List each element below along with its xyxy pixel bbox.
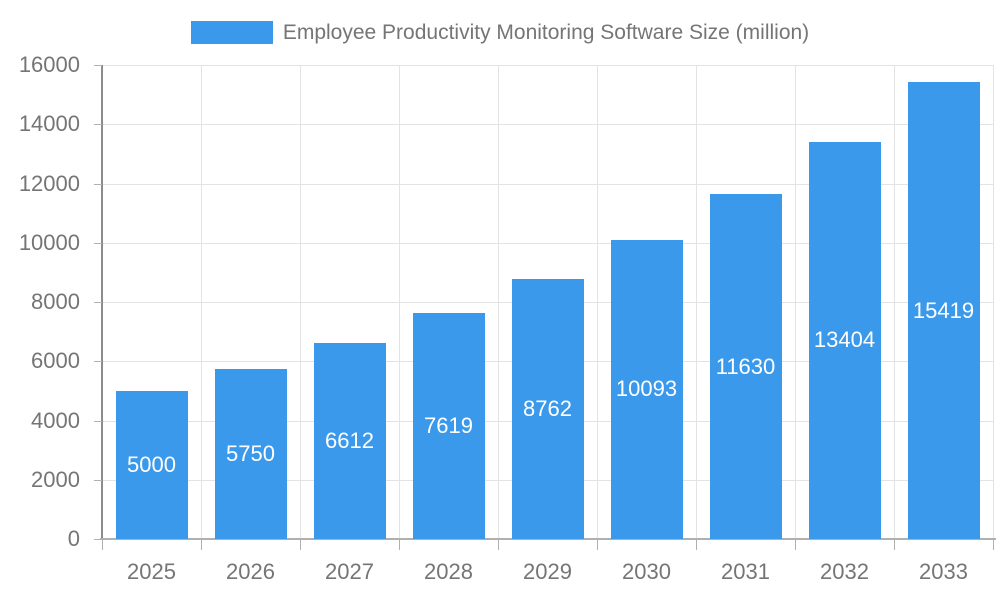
horizontal-gridline	[102, 124, 993, 126]
legend-label: Employee Productivity Monitoring Softwar…	[282, 21, 810, 44]
y-axis-tick-label: 2000	[31, 466, 80, 492]
y-axis-tick-label: 6000	[31, 348, 80, 374]
bar-2030[interactable]	[610, 239, 683, 539]
x-tick	[696, 540, 697, 550]
y-tick	[94, 124, 102, 126]
x-axis-tick-label: 2027	[325, 559, 374, 584]
y-tick	[94, 361, 102, 363]
x-axis-tick-label: 2025	[127, 559, 176, 584]
x-axis-line	[100, 538, 996, 540]
bar-2028[interactable]	[412, 313, 485, 539]
y-axis-tick-label: 0	[67, 526, 80, 551]
y-axis-line	[101, 65, 103, 539]
x-tick	[399, 540, 400, 550]
horizontal-gridline	[102, 65, 993, 66]
x-axis-tick-label: 2029	[523, 559, 572, 584]
vertical-gridline	[300, 65, 301, 539]
vertical-gridline	[795, 65, 796, 539]
x-axis-tick-label: 2026	[226, 559, 275, 584]
y-axis-tick-label: 16000	[18, 52, 80, 77]
vertical-gridline	[201, 65, 202, 539]
x-axis-tick-label: 2033	[919, 559, 968, 584]
y-tick	[94, 242, 102, 244]
horizontal-gridline	[102, 242, 993, 244]
y-axis-tick-label: 14000	[18, 111, 80, 137]
x-tick	[102, 540, 103, 550]
x-tick	[993, 540, 994, 550]
vertical-gridline	[399, 65, 400, 539]
bar-2031[interactable]	[709, 194, 782, 539]
x-axis-tick-label: 2030	[622, 559, 671, 584]
legend-swatch-icon	[190, 21, 273, 44]
vertical-gridline	[597, 65, 598, 539]
x-tick	[201, 540, 202, 550]
x-tick	[597, 540, 598, 550]
x-tick	[894, 540, 895, 550]
y-tick	[94, 420, 102, 422]
x-axis-tick-label: 2032	[820, 559, 869, 584]
bar-2027[interactable]	[313, 343, 386, 539]
y-tick	[94, 479, 102, 481]
y-tick	[94, 65, 102, 66]
y-axis-tick-label: 8000	[31, 289, 80, 314]
vertical-gridline	[894, 65, 895, 539]
bar-2033[interactable]	[907, 82, 980, 539]
x-axis-tick-label: 2028	[424, 559, 473, 584]
y-axis-tick-label: 4000	[31, 407, 80, 433]
bar-2026[interactable]	[214, 368, 287, 539]
bar-2029[interactable]	[511, 279, 584, 539]
legend: Employee Productivity Monitoring Softwar…	[0, 21, 1000, 44]
horizontal-gridline	[102, 183, 993, 185]
vertical-gridline	[498, 65, 499, 539]
x-tick	[498, 540, 499, 550]
bar-2032[interactable]	[808, 141, 881, 539]
y-tick	[94, 302, 102, 303]
y-tick	[94, 539, 102, 540]
x-tick	[795, 540, 796, 550]
x-tick	[300, 540, 301, 550]
y-axis-tick-label: 10000	[18, 229, 80, 255]
x-axis-tick-label: 2031	[721, 559, 770, 584]
y-axis-tick-label: 12000	[18, 170, 80, 196]
vertical-gridline	[696, 65, 697, 539]
legend-item[interactable]: Employee Productivity Monitoring Softwar…	[190, 21, 810, 44]
bar-2025[interactable]	[115, 390, 188, 539]
y-tick	[94, 183, 102, 185]
vertical-gridline	[993, 65, 994, 539]
